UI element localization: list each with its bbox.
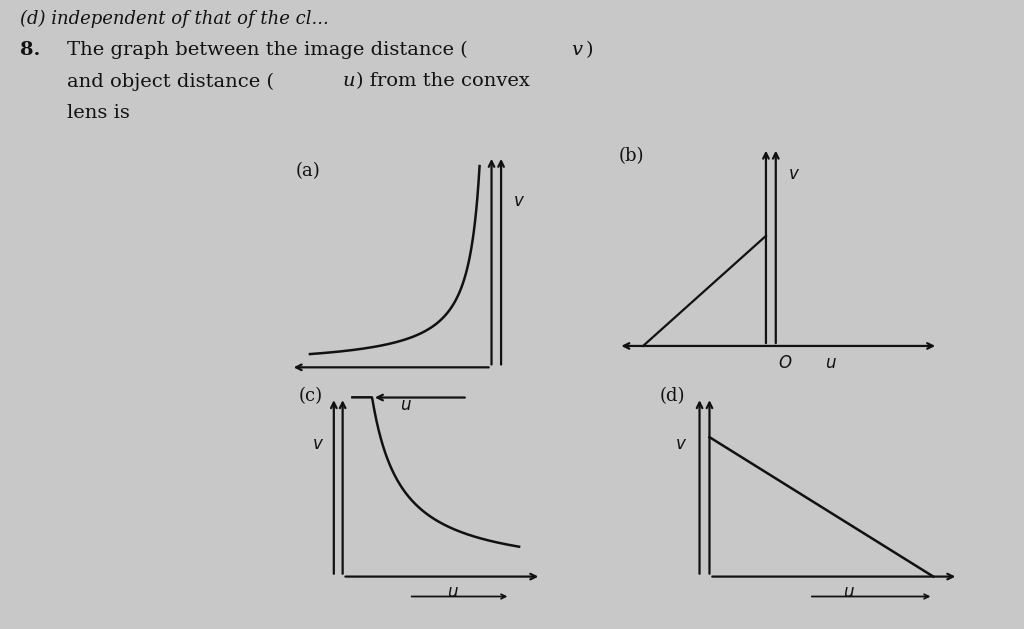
Text: (d): (d) [659,387,685,405]
Text: $v$: $v$ [311,435,324,453]
Text: and object distance (: and object distance ( [67,72,273,91]
Text: 8.: 8. [20,41,41,59]
Text: $v$: $v$ [513,192,525,210]
Text: $v$: $v$ [675,435,687,453]
Text: $u$: $u$ [447,582,459,601]
Text: ) from the convex: ) from the convex [356,72,530,91]
Text: (d) independent of that of the cl...: (d) independent of that of the cl... [20,9,330,28]
Text: $O$: $O$ [778,355,793,372]
Text: (c): (c) [299,387,323,405]
Text: The graph between the image distance (: The graph between the image distance ( [67,41,467,59]
Text: lens is: lens is [67,104,129,122]
Text: (b): (b) [618,147,644,165]
Text: $u$: $u$ [825,354,837,372]
Text: $u$: $u$ [399,396,412,414]
Text: ): ) [586,41,593,59]
Text: $u$: $u$ [843,582,855,601]
Text: (a): (a) [296,162,321,180]
Text: u: u [343,72,355,91]
Text: $v$: $v$ [788,165,800,182]
Text: v: v [571,41,583,59]
